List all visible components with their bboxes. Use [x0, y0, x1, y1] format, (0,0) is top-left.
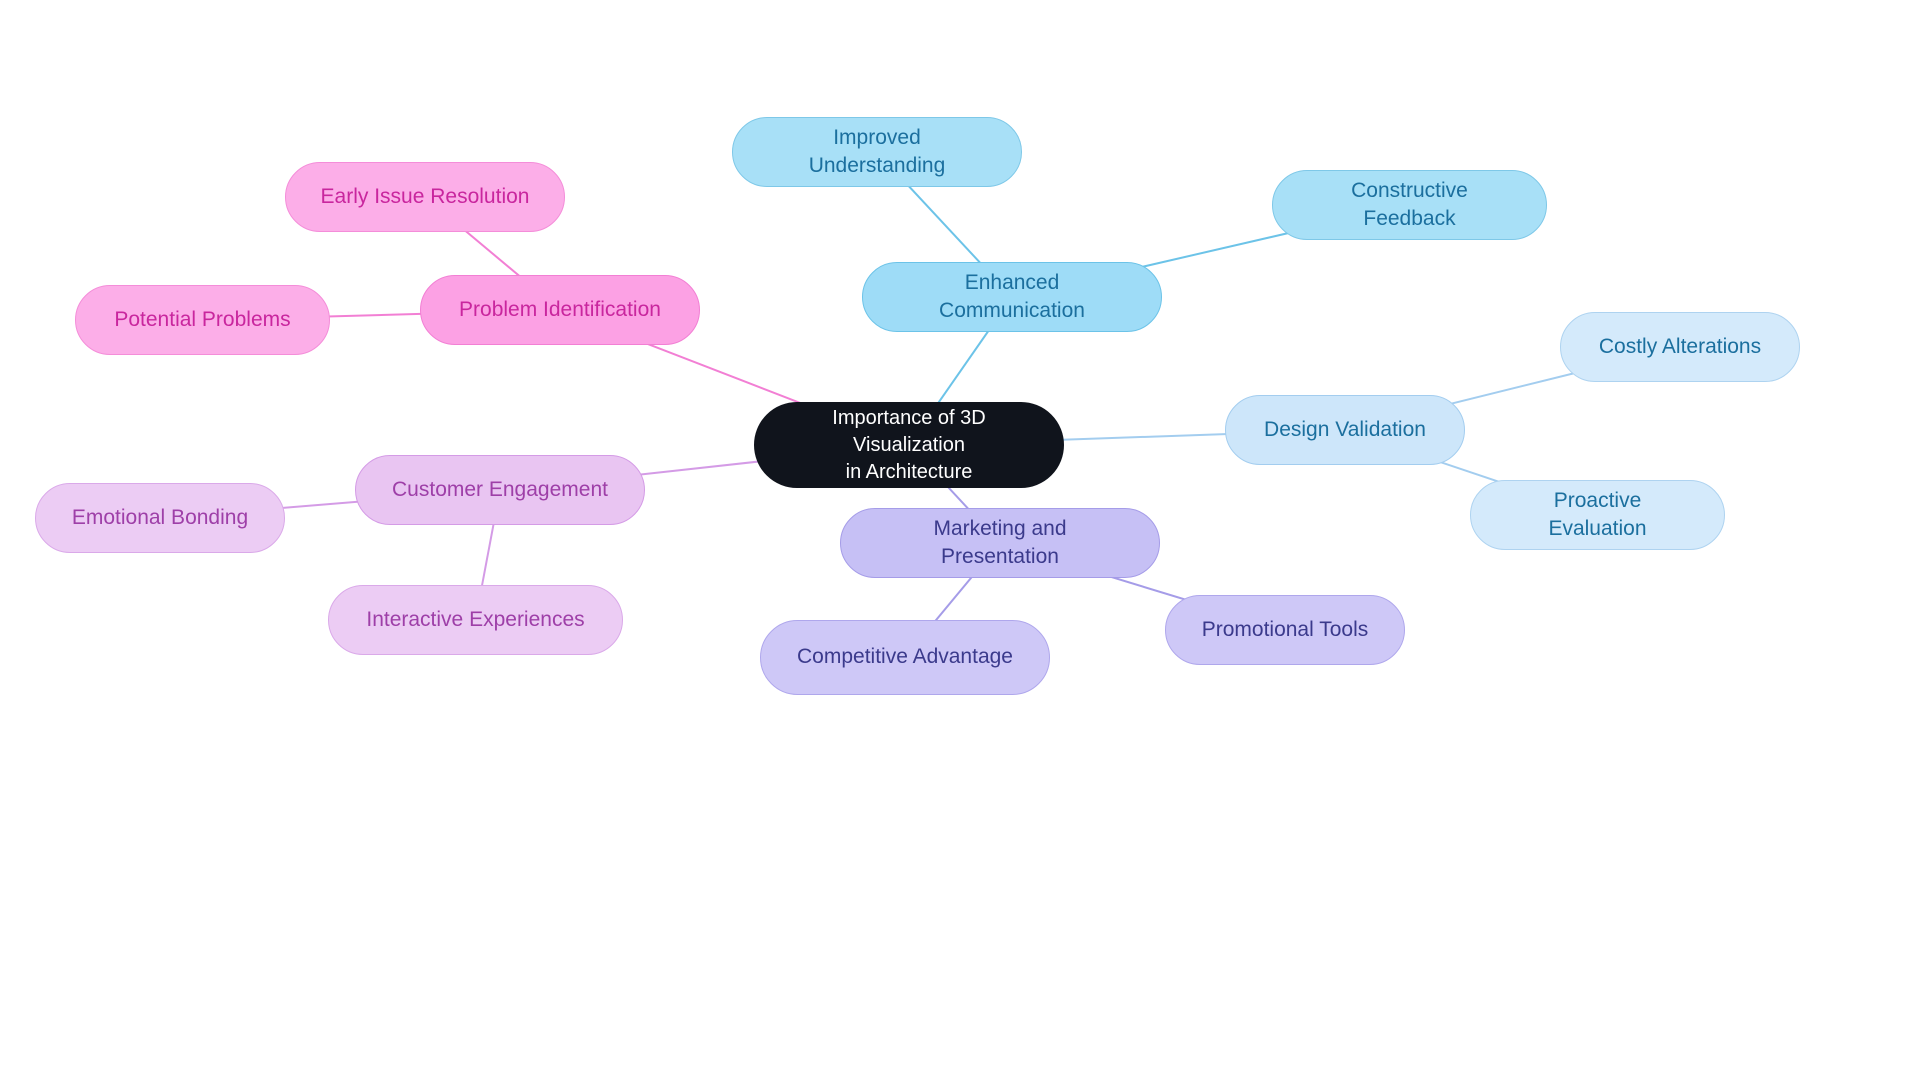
leaf-constructive-feedback: Constructive Feedback [1272, 170, 1547, 240]
leaf-proactive-evaluation: Proactive Evaluation [1470, 480, 1725, 550]
leaf-potential-problems: Potential Problems [75, 285, 330, 355]
leaf-early-issue-resolution: Early Issue Resolution [285, 162, 565, 232]
leaf-interactive-experiences: Interactive Experiences [328, 585, 623, 655]
leaf-improved-understanding: Improved Understanding [732, 117, 1022, 187]
branch-enhanced-communication: Enhanced Communication [862, 262, 1162, 332]
branch-marketing-presentation: Marketing and Presentation [840, 508, 1160, 578]
leaf-promotional-tools: Promotional Tools [1165, 595, 1405, 665]
leaf-costly-alterations: Costly Alterations [1560, 312, 1800, 382]
branch-problem-identification: Problem Identification [420, 275, 700, 345]
branch-customer-engagement: Customer Engagement [355, 455, 645, 525]
branch-design-validation: Design Validation [1225, 395, 1465, 465]
center-node: Importance of 3D Visualization in Archit… [754, 402, 1064, 488]
leaf-emotional-bonding: Emotional Bonding [35, 483, 285, 553]
leaf-competitive-advantage: Competitive Advantage [760, 620, 1050, 695]
